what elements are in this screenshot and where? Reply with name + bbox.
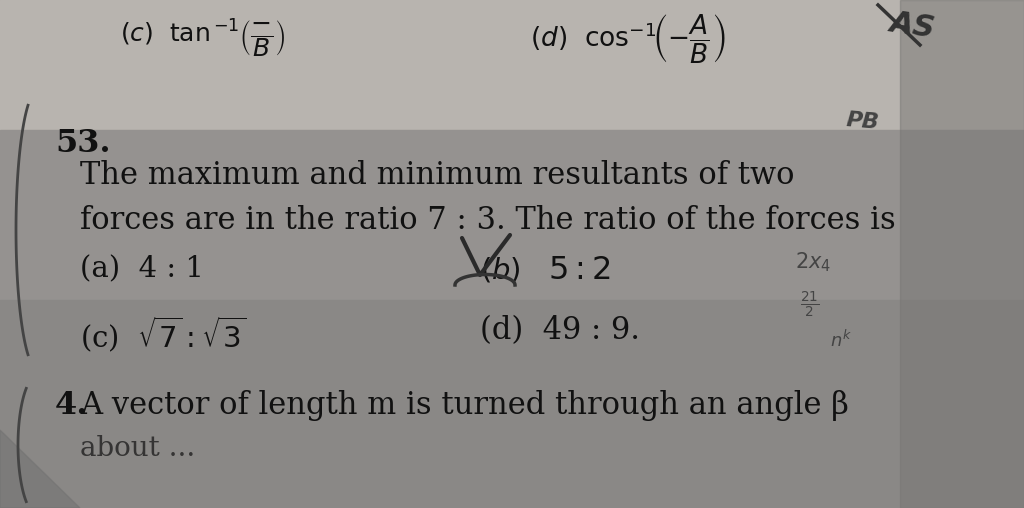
Bar bbox=[0, 300, 1024, 508]
Text: A vector of length m is turned through an angle β: A vector of length m is turned through a… bbox=[80, 390, 849, 421]
Text: (c)  $\sqrt{7} : \sqrt{3}$: (c) $\sqrt{7} : \sqrt{3}$ bbox=[80, 315, 246, 355]
Text: 4.: 4. bbox=[55, 390, 88, 421]
Text: $2x_4$: $2x_4$ bbox=[795, 250, 831, 274]
Text: AS: AS bbox=[888, 8, 937, 43]
Text: $(c)$  $\tan^{\,-1}\!\left(\dfrac{-}{B}\right)$: $(c)$ $\tan^{\,-1}\!\left(\dfrac{-}{B}\r… bbox=[120, 18, 286, 60]
Text: PB: PB bbox=[845, 110, 880, 133]
Text: $(d)$  $\cos^{-1}\!\!\left(-\dfrac{A}{B}\right)$: $(d)$ $\cos^{-1}\!\!\left(-\dfrac{A}{B}\… bbox=[530, 12, 726, 65]
Text: 53.: 53. bbox=[55, 128, 111, 159]
Bar bbox=[0, 0, 1024, 130]
Text: The maximum and minimum resultants of two: The maximum and minimum resultants of tw… bbox=[80, 160, 795, 191]
Text: $\frac{21}{2}$: $\frac{21}{2}$ bbox=[800, 290, 819, 320]
Text: (a)  4 : 1: (a) 4 : 1 bbox=[80, 255, 204, 283]
Polygon shape bbox=[0, 430, 80, 508]
Text: forces are in the ratio 7 : 3. The ratio of the forces is: forces are in the ratio 7 : 3. The ratio… bbox=[80, 205, 896, 236]
Text: $(b)$: $(b)$ bbox=[480, 255, 521, 284]
Text: $n^k$: $n^k$ bbox=[830, 330, 852, 351]
Bar bbox=[0, 130, 1024, 300]
Text: (d)  49 : 9.: (d) 49 : 9. bbox=[480, 315, 640, 346]
Text: $5 : 2$: $5 : 2$ bbox=[548, 255, 611, 286]
Bar bbox=[900, 0, 1024, 508]
Text: about ...: about ... bbox=[80, 435, 196, 462]
